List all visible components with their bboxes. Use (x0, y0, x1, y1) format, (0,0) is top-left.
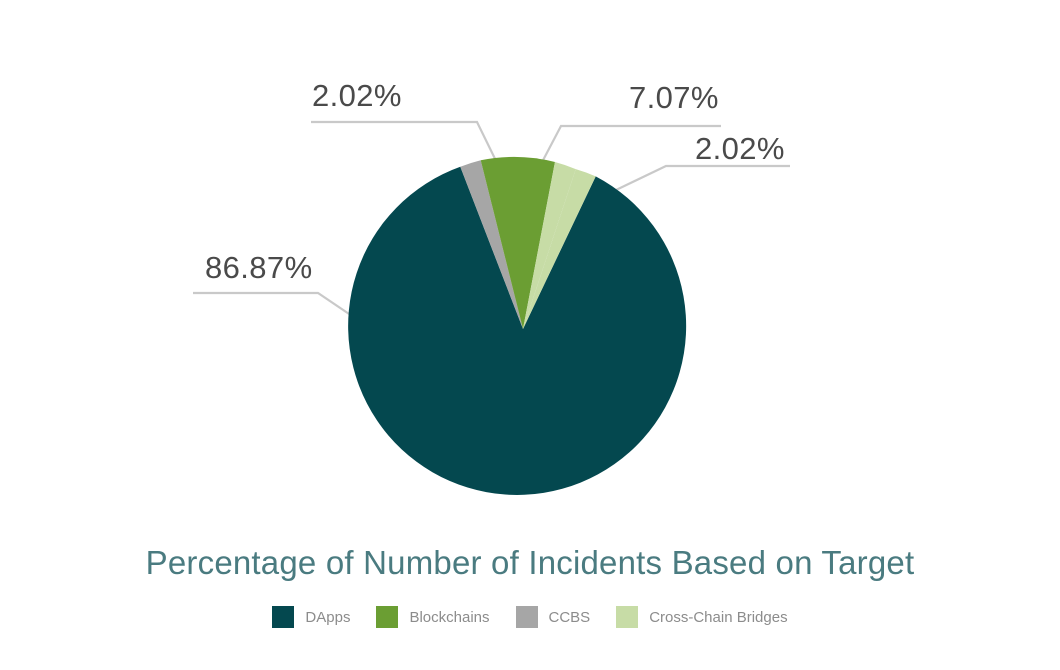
pie-label-ccbs: 2.02% (312, 78, 402, 113)
legend-swatch-ccbs (515, 606, 538, 628)
pie-label-dapps: 86.87% (205, 250, 313, 285)
legend-item-blockchains[interactable]: Blockchains (376, 606, 490, 628)
pie-slice-dapps[interactable] (348, 166, 687, 495)
legend-swatch-dapps (272, 606, 295, 628)
leader-line-bridges (615, 164, 790, 191)
legend-item-cross-chain-bridges[interactable]: Cross-Chain Bridges (616, 606, 788, 628)
leader-line-blockchains (539, 124, 721, 167)
chart-title: Percentage of Number of Incidents Based … (145, 544, 915, 581)
legend-item-dapps[interactable]: DApps (272, 606, 350, 628)
chart-legend: DApps Blockchains CCBS Cross-Chain Bridg… (0, 606, 1060, 628)
pie-slice-ccbs[interactable] (460, 160, 523, 329)
pie-slices (348, 156, 687, 495)
leader-line-ccbs (311, 120, 502, 172)
legend-item-ccbs[interactable]: CCBS (515, 606, 591, 628)
pie-slice-blockchains[interactable] (480, 156, 555, 329)
legend-swatch-cross-chain-bridges (616, 606, 639, 628)
pie-label-blockchains: 7.07% (629, 80, 719, 115)
legend-label-blockchains: Blockchains (409, 608, 490, 626)
legend-label-ccbs: CCBS (548, 608, 591, 626)
legend-label-cross-chain-bridges: Cross-Chain Bridges (649, 608, 788, 626)
pie-label-cross-chain-bridges: 2.02% (695, 131, 785, 166)
legend-label-dapps: DApps (305, 608, 351, 626)
pie-slice-cross-chain-bridges[interactable] (523, 162, 576, 329)
leader-line-dapps (193, 291, 359, 321)
legend-swatch-blockchains (376, 606, 399, 628)
leader-lines (193, 120, 790, 321)
pie-slice-cross-chain-bridges-ext[interactable] (523, 169, 596, 329)
